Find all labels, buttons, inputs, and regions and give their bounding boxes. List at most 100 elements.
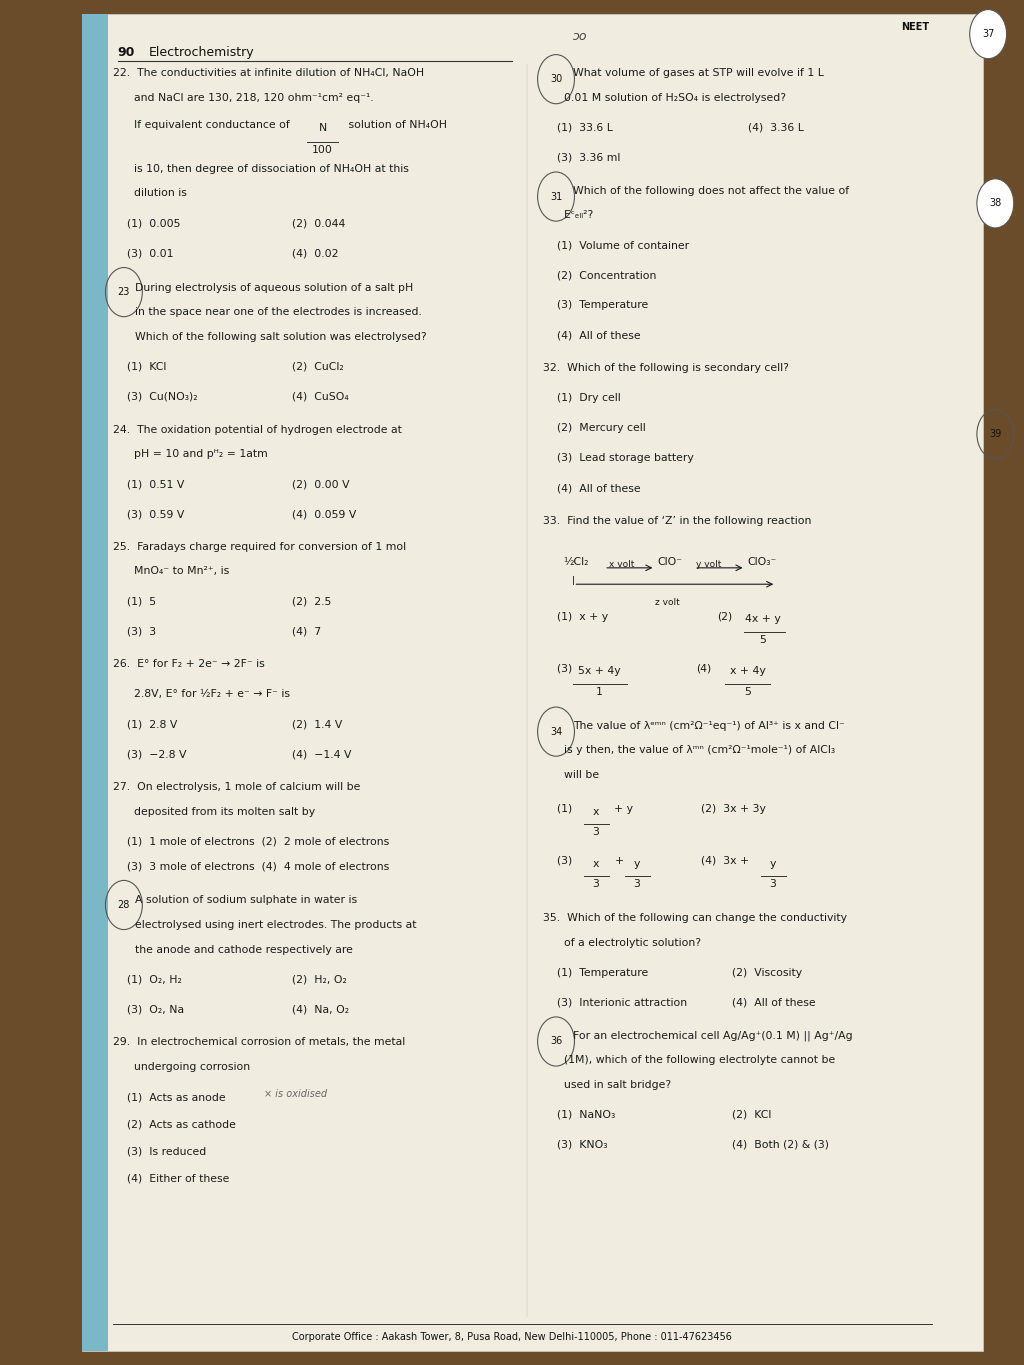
Text: (1)  Volume of container: (1) Volume of container xyxy=(543,240,689,250)
Text: (2)  CuCl₂: (2) CuCl₂ xyxy=(292,362,344,371)
Text: (2)  KCl: (2) KCl xyxy=(732,1110,771,1119)
Text: (3)  KNO₃: (3) KNO₃ xyxy=(543,1140,607,1149)
Text: (4)  All of these: (4) All of these xyxy=(732,998,816,1007)
Text: pH = 10 and pᴴ₂ = 1atm: pH = 10 and pᴴ₂ = 1atm xyxy=(113,449,267,459)
Text: 27.  On electrolysis, 1 mole of calcium will be: 27. On electrolysis, 1 mole of calcium w… xyxy=(113,782,360,792)
Text: (4)  3.36 L: (4) 3.36 L xyxy=(748,123,804,132)
Text: 37: 37 xyxy=(982,29,994,40)
Text: of a electrolytic solution?: of a electrolytic solution? xyxy=(543,938,700,947)
Text: (1)  0.005: (1) 0.005 xyxy=(113,218,180,228)
Text: 36: 36 xyxy=(550,1036,562,1047)
Text: x volt: x volt xyxy=(609,560,635,569)
Text: (4)  0.02: (4) 0.02 xyxy=(292,248,338,258)
Text: 5: 5 xyxy=(744,687,751,696)
Text: will be: will be xyxy=(543,770,599,779)
Text: (4)  Na, O₂: (4) Na, O₂ xyxy=(292,1005,349,1014)
Text: (2)  Mercury cell: (2) Mercury cell xyxy=(543,423,645,433)
Text: 90: 90 xyxy=(118,46,135,60)
Text: 32.  Which of the following is secondary cell?: 32. Which of the following is secondary … xyxy=(543,363,788,373)
Text: 2.8V, E° for ½F₂ + e⁻ → F⁻ is: 2.8V, E° for ½F₂ + e⁻ → F⁻ is xyxy=(113,689,290,699)
Text: Which of the following salt solution was electrolysed?: Which of the following salt solution was… xyxy=(135,332,427,341)
Text: and NaCl are 130, 218, 120 ohm⁻¹cm² eq⁻¹.: and NaCl are 130, 218, 120 ohm⁻¹cm² eq⁻¹… xyxy=(113,93,374,102)
Text: A solution of sodium sulphate in water is: A solution of sodium sulphate in water i… xyxy=(135,895,357,905)
Text: 5x + 4y: 5x + 4y xyxy=(578,666,621,676)
Text: 1: 1 xyxy=(596,687,602,696)
Text: (4): (4) xyxy=(696,663,712,673)
Text: y: y xyxy=(770,859,776,868)
Text: 25.  Faradays charge required for conversion of 1 mol: 25. Faradays charge required for convers… xyxy=(113,542,406,551)
Text: 31: 31 xyxy=(550,191,562,202)
Text: (1)  Dry cell: (1) Dry cell xyxy=(543,393,621,403)
Text: × is oxidised: × is oxidised xyxy=(264,1089,328,1099)
Text: If equivalent conductance of: If equivalent conductance of xyxy=(113,120,290,130)
Text: (3): (3) xyxy=(543,663,572,673)
Text: ½Cl₂: ½Cl₂ xyxy=(563,557,589,566)
Text: During electrolysis of aqueous solution of a salt pH: During electrolysis of aqueous solution … xyxy=(135,283,414,292)
Text: 35.  Which of the following can change the conductivity: 35. Which of the following can change th… xyxy=(543,913,847,923)
Text: (4)  All of these: (4) All of these xyxy=(543,483,640,493)
Text: (2)  0.044: (2) 0.044 xyxy=(292,218,345,228)
Text: Which of the following does not affect the value of: Which of the following does not affect t… xyxy=(573,186,850,195)
Text: (3)  Is reduced: (3) Is reduced xyxy=(113,1147,206,1156)
Text: (3)  O₂, Na: (3) O₂, Na xyxy=(113,1005,183,1014)
Text: (1)  1 mole of electrons  (2)  2 mole of electrons: (1) 1 mole of electrons (2) 2 mole of el… xyxy=(113,837,389,846)
Text: Eᶜₑₗₗ²?: Eᶜₑₗₗ²? xyxy=(543,210,593,220)
Text: (4)  7: (4) 7 xyxy=(292,627,321,636)
Text: NEET: NEET xyxy=(901,22,929,31)
Text: (1)  33.6 L: (1) 33.6 L xyxy=(543,123,612,132)
Text: (3)  0.01: (3) 0.01 xyxy=(113,248,173,258)
Text: 34: 34 xyxy=(550,726,562,737)
Text: What volume of gases at STP will evolve if 1 L: What volume of gases at STP will evolve … xyxy=(573,68,824,78)
Text: (1)  2.8 V: (1) 2.8 V xyxy=(113,719,177,729)
Polygon shape xyxy=(82,14,108,1351)
Text: The value of λᵉᵐⁿ (cm²Ω⁻¹eq⁻¹) of Al³⁺ is x and Cl⁻: The value of λᵉᵐⁿ (cm²Ω⁻¹eq⁻¹) of Al³⁺ i… xyxy=(573,721,845,730)
Text: (1)  Acts as anode: (1) Acts as anode xyxy=(113,1092,225,1102)
Text: + y: + y xyxy=(614,804,634,814)
Text: deposited from its molten salt by: deposited from its molten salt by xyxy=(113,807,314,816)
Text: y: y xyxy=(634,859,640,868)
Text: (2)  3x + 3y: (2) 3x + 3y xyxy=(701,804,766,814)
Text: electrolysed using inert electrodes. The products at: electrolysed using inert electrodes. The… xyxy=(135,920,417,930)
Text: 39: 39 xyxy=(989,429,1001,440)
Text: undergoing corrosion: undergoing corrosion xyxy=(113,1062,250,1072)
Text: (1)  NaNO₃: (1) NaNO₃ xyxy=(543,1110,615,1119)
Text: (4)  Both (2) & (3): (4) Both (2) & (3) xyxy=(732,1140,829,1149)
Text: 33.  Find the value of ‘Z’ in the following reaction: 33. Find the value of ‘Z’ in the followi… xyxy=(543,516,811,526)
Text: x: x xyxy=(593,859,599,868)
Text: (4)  All of these: (4) All of these xyxy=(543,330,640,340)
Text: 28: 28 xyxy=(118,900,130,910)
Text: 29.  In electrochemical corrosion of metals, the metal: 29. In electrochemical corrosion of meta… xyxy=(113,1037,404,1047)
Text: (3)  3 mole of electrons  (4)  4 mole of electrons: (3) 3 mole of electrons (4) 4 mole of el… xyxy=(113,861,389,871)
Text: (2)  1.4 V: (2) 1.4 V xyxy=(292,719,342,729)
Text: (3)  Lead storage battery: (3) Lead storage battery xyxy=(543,453,693,463)
Text: 3: 3 xyxy=(593,879,599,889)
Text: 24.  The oxidation potential of hydrogen electrode at: 24. The oxidation potential of hydrogen … xyxy=(113,425,401,434)
Text: (3)  3: (3) 3 xyxy=(113,627,156,636)
Text: x + 4y: x + 4y xyxy=(730,666,765,676)
Text: For an electrochemical cell Ag/Ag⁺(0.1 M) || Ag⁺/Ag: For an electrochemical cell Ag/Ag⁺(0.1 M… xyxy=(573,1031,853,1041)
Circle shape xyxy=(977,179,1014,228)
Text: 100: 100 xyxy=(312,145,333,154)
Text: 3: 3 xyxy=(770,879,776,889)
Text: dilution is: dilution is xyxy=(113,188,186,198)
Text: 5: 5 xyxy=(760,635,766,644)
Text: MnO₄⁻ to Mn²⁺, is: MnO₄⁻ to Mn²⁺, is xyxy=(113,566,229,576)
Text: Electrochemistry: Electrochemistry xyxy=(148,46,254,60)
Text: x: x xyxy=(593,807,599,816)
Text: (3)  3.36 ml: (3) 3.36 ml xyxy=(543,153,621,162)
Text: used in salt bridge?: used in salt bridge? xyxy=(543,1080,671,1089)
Text: is 10, then degree of dissociation of NH₄OH at this: is 10, then degree of dissociation of NH… xyxy=(113,164,409,173)
Text: (4)  Either of these: (4) Either of these xyxy=(113,1174,229,1183)
Text: 0.01 M solution of H₂SO₄ is electrolysed?: 0.01 M solution of H₂SO₄ is electrolysed… xyxy=(543,93,785,102)
Text: (1)  x + y: (1) x + y xyxy=(543,612,608,621)
Text: 30: 30 xyxy=(550,74,562,85)
Text: (4)  0.059 V: (4) 0.059 V xyxy=(292,509,356,519)
Text: +: + xyxy=(614,856,624,865)
Text: ↄo: ↄo xyxy=(573,30,588,44)
Text: in the space near one of the electrodes is increased.: in the space near one of the electrodes … xyxy=(135,307,422,317)
Text: (3)  Interionic attraction: (3) Interionic attraction xyxy=(543,998,687,1007)
Text: 38: 38 xyxy=(989,198,1001,209)
Text: (2)  H₂, O₂: (2) H₂, O₂ xyxy=(292,975,347,984)
Text: (3)  −2.8 V: (3) −2.8 V xyxy=(113,749,186,759)
Text: (3)  Temperature: (3) Temperature xyxy=(543,300,648,310)
